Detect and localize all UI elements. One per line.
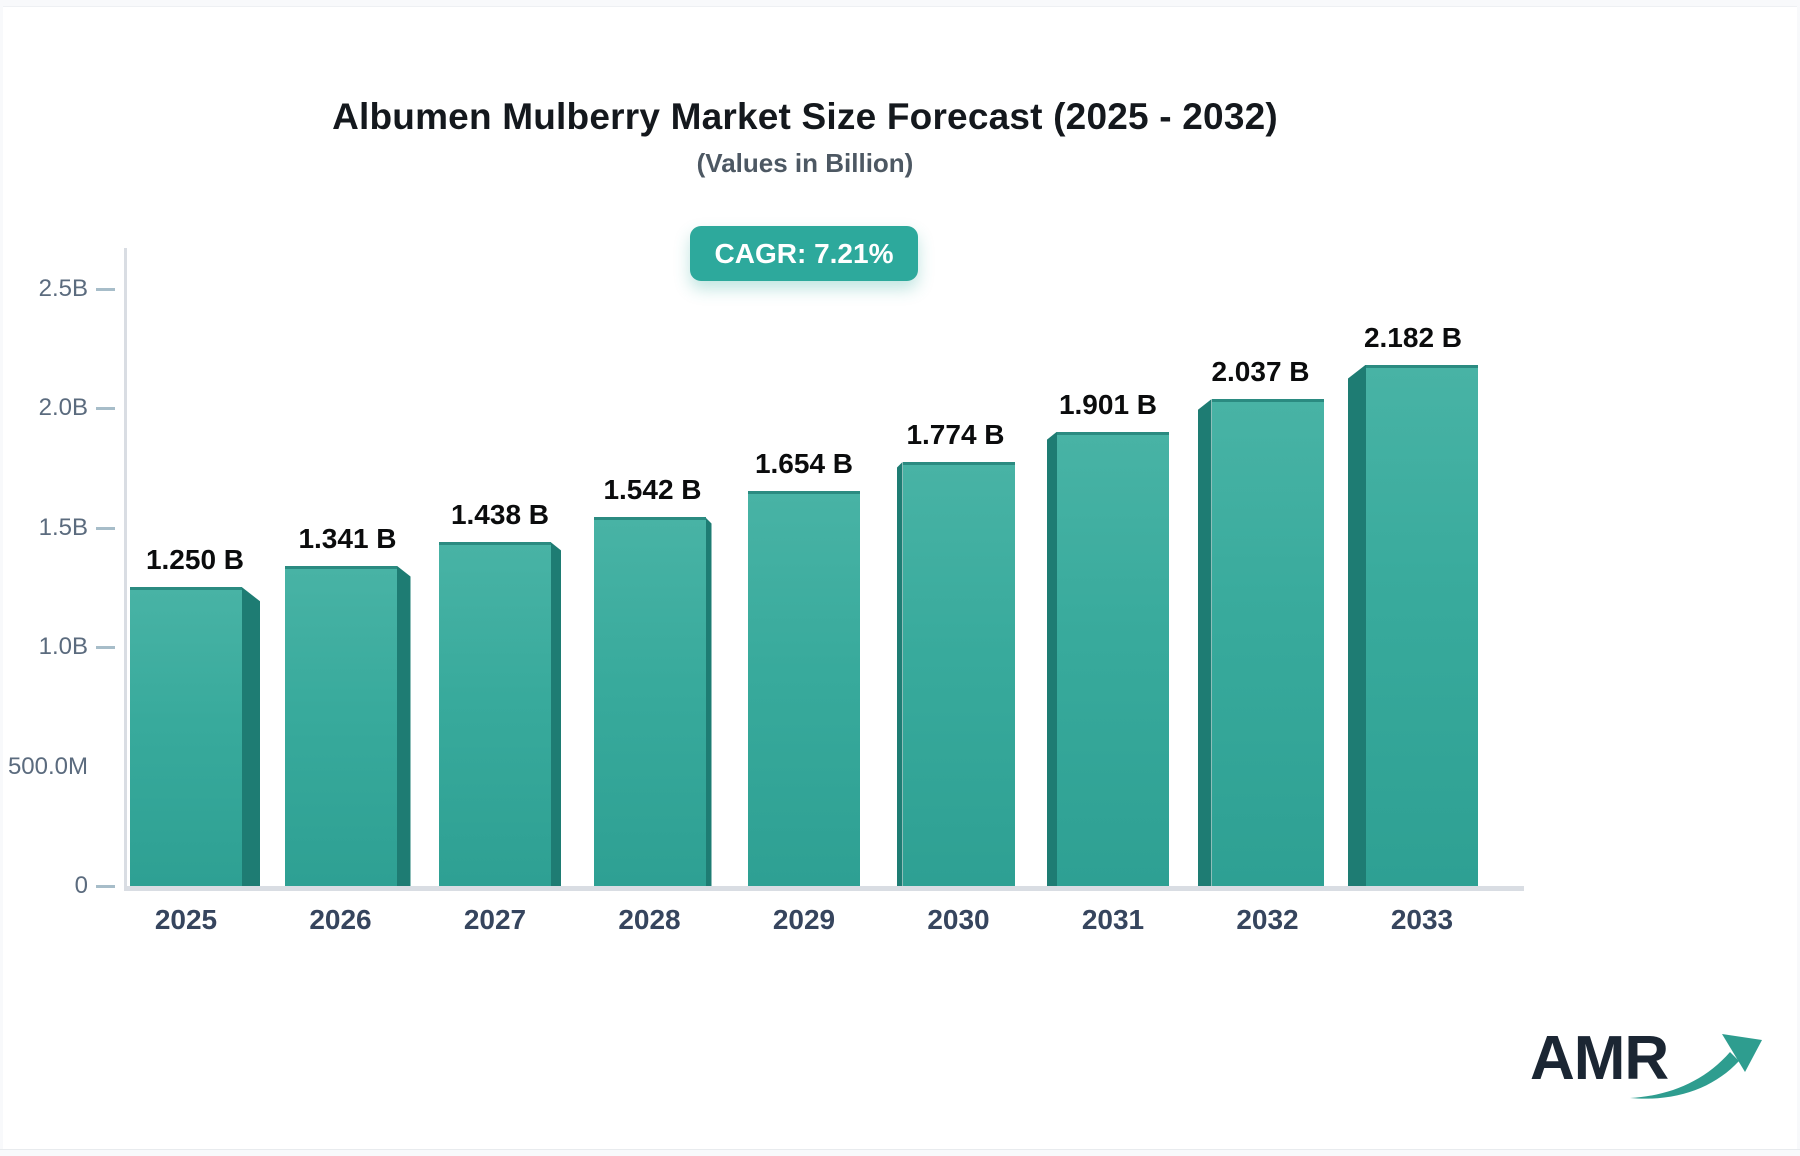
- bar-value-label: 2.037 B: [1211, 356, 1310, 388]
- x-tick-label: 2030: [927, 904, 990, 935]
- y-tick-label: 0: [74, 872, 88, 899]
- x-tick-label: 2027: [463, 904, 527, 935]
- frame-top: [0, 0, 1800, 7]
- bar: [284, 565, 397, 886]
- y-tick-label: 2.0B: [38, 394, 88, 421]
- y-tick-label: 2.5B: [38, 274, 88, 302]
- x-tick-label: 2028: [618, 904, 681, 935]
- chart-subtitle: (Values in Billion): [696, 148, 914, 178]
- bar-value-label: 1.774 B: [906, 419, 1005, 450]
- bar-side: [1197, 399, 1212, 886]
- frame-left: [0, 0, 3, 1156]
- growth-arrow-icon: [1630, 1034, 1762, 1099]
- y-axis: [124, 248, 127, 891]
- y-tick-label: 500.0M: [7, 752, 88, 780]
- x-tick-label: 2032: [1236, 904, 1299, 935]
- bar: [1211, 399, 1324, 886]
- cagr-badge: CAGR: 7.21%: [690, 226, 918, 281]
- bar-value-label: 1.341 B: [298, 522, 397, 554]
- bar-value-label: 1.654 B: [754, 447, 854, 479]
- bar-side: [396, 565, 411, 886]
- y-tick-label: 1.5B: [38, 513, 88, 541]
- bar: [130, 587, 242, 886]
- bar-value-label: 1.542 B: [603, 474, 702, 506]
- y-tick-dash: [96, 885, 115, 888]
- amr-logo: AMR: [1530, 1020, 1762, 1110]
- chart-title: Albumen Mulberry Market Size Forecast (2…: [332, 96, 1278, 137]
- bar-side: [551, 542, 561, 886]
- bar-side: [705, 517, 712, 886]
- bar: [1057, 431, 1169, 886]
- bar-side: [242, 587, 260, 886]
- bar-value-label: 1.901 B: [1058, 388, 1158, 420]
- bar-value-label: 2.182 B: [1363, 321, 1463, 353]
- y-tick-dash: [96, 526, 115, 530]
- bar-side: [896, 462, 903, 886]
- frame-bottom: [0, 1149, 1800, 1156]
- bar-side: [1348, 364, 1366, 886]
- bar: [439, 542, 551, 886]
- x-tick-label: 2033: [1390, 904, 1454, 935]
- x-tick-label: 2031: [1081, 904, 1145, 935]
- y-tick-dash: [96, 407, 115, 410]
- x-tick-label: 2029: [772, 904, 836, 935]
- x-tick-label: 2025: [154, 904, 218, 935]
- amr-logo-text: AMR: [1530, 1024, 1669, 1093]
- bar: [748, 490, 860, 886]
- frame-right: [1797, 0, 1800, 1156]
- x-tick-label: 2026: [309, 904, 372, 935]
- y-tick-dash: [96, 287, 115, 291]
- bar-side: [1047, 431, 1057, 886]
- bar-value-label: 1.250 B: [145, 544, 245, 576]
- y-tick-dash: [96, 646, 115, 649]
- x-axis: [124, 886, 1524, 891]
- bar: [902, 462, 1015, 886]
- bar: [593, 517, 706, 886]
- bar: [1366, 364, 1478, 886]
- bar-value-label: 1.438 B: [450, 499, 550, 531]
- y-tick-label: 1.0B: [38, 633, 88, 660]
